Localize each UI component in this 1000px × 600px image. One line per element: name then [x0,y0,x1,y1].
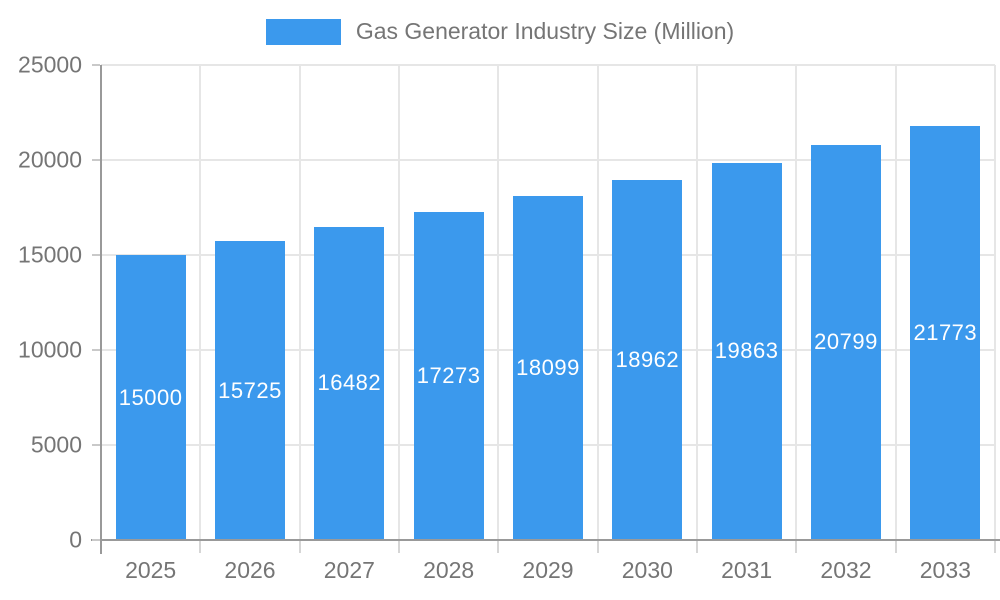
x-axis-label-2033: 2033 [919,557,971,583]
x-axis-label-2027: 2027 [323,557,375,583]
y-axis-label-15000: 15000 [18,241,82,268]
x-tick [596,541,599,553]
y-tick-20000 [92,159,100,161]
gridline-20000 [101,159,995,161]
bar-value-label-2031: 19863 [714,338,779,364]
x-tick [795,541,798,553]
bar-2030[interactable]: 18962 [612,179,683,540]
y-axis-label-10000: 10000 [18,336,82,363]
bar-2033[interactable]: 21773 [910,126,981,540]
bar-value-label-2026: 15725 [218,377,282,403]
x-axis-label-2025: 2025 [125,557,177,583]
bar-2032[interactable]: 20799 [810,144,881,540]
legend-label: Gas Generator Industry Size (Million) [355,18,735,44]
x-tick [199,541,202,553]
y-tick-15000 [92,254,100,256]
bar-2026[interactable]: 15725 [214,241,285,540]
bar-2025[interactable]: 15000 [115,255,186,540]
x-axis-label-2026: 2026 [224,557,276,583]
category-boundary-gridline [199,65,202,540]
category-boundary-gridline [894,65,897,540]
bar-2031[interactable]: 19863 [711,162,782,540]
x-tick [398,541,400,553]
y-tick-10000 [92,349,100,351]
category-boundary-gridline [994,65,996,540]
bar-value-label-2033: 21773 [913,320,978,346]
category-boundary-gridline [398,65,400,540]
x-tick [298,541,301,553]
y-tick-0 [92,539,100,541]
y-axis-label-20000: 20000 [18,146,82,173]
x-axis-label-2029: 2029 [522,557,574,583]
x-tick [994,541,996,553]
category-boundary-gridline [696,65,698,540]
bar-value-label-2028: 17273 [416,362,481,388]
category-boundary-gridline [298,65,301,540]
y-tick-25000 [92,64,100,66]
y-axis-label-25000: 25000 [18,51,82,78]
x-tick [894,541,897,553]
x-tick [497,541,500,553]
legend-swatch-icon [265,18,341,45]
category-boundary-gridline [596,65,599,540]
y-axis-label-0: 0 [69,526,82,553]
bar-value-label-2027: 16482 [317,370,382,396]
x-axis-label-2031: 2031 [721,557,773,583]
y-axis-label-5000: 5000 [30,431,82,458]
bar-value-label-2029: 18099 [516,355,580,381]
bar-2028[interactable]: 17273 [413,211,484,540]
x-axis-line [91,539,1000,541]
y-axis-line [100,65,102,554]
bar-value-label-2032: 20799 [814,329,878,355]
x-axis-label-2028: 2028 [423,557,475,583]
chart-legend: Gas Generator Industry Size (Million) [0,18,1000,45]
bar-2027[interactable]: 16482 [314,226,385,540]
y-tick-5000 [92,444,100,446]
bar-value-label-2025: 15000 [118,384,183,410]
category-boundary-gridline [497,65,500,540]
x-axis-label-2030: 2030 [621,557,673,583]
category-boundary-gridline [795,65,798,540]
bar-value-label-2030: 18962 [615,346,680,372]
x-axis-label-2032: 2032 [820,557,872,583]
plot-area: 15000 15725 16482 17273 18099 18962 19863 20799… [18,52,1000,583]
gridline-25000 [101,64,995,66]
bar-2029[interactable]: 18099 [512,196,583,540]
x-tick [696,541,698,553]
